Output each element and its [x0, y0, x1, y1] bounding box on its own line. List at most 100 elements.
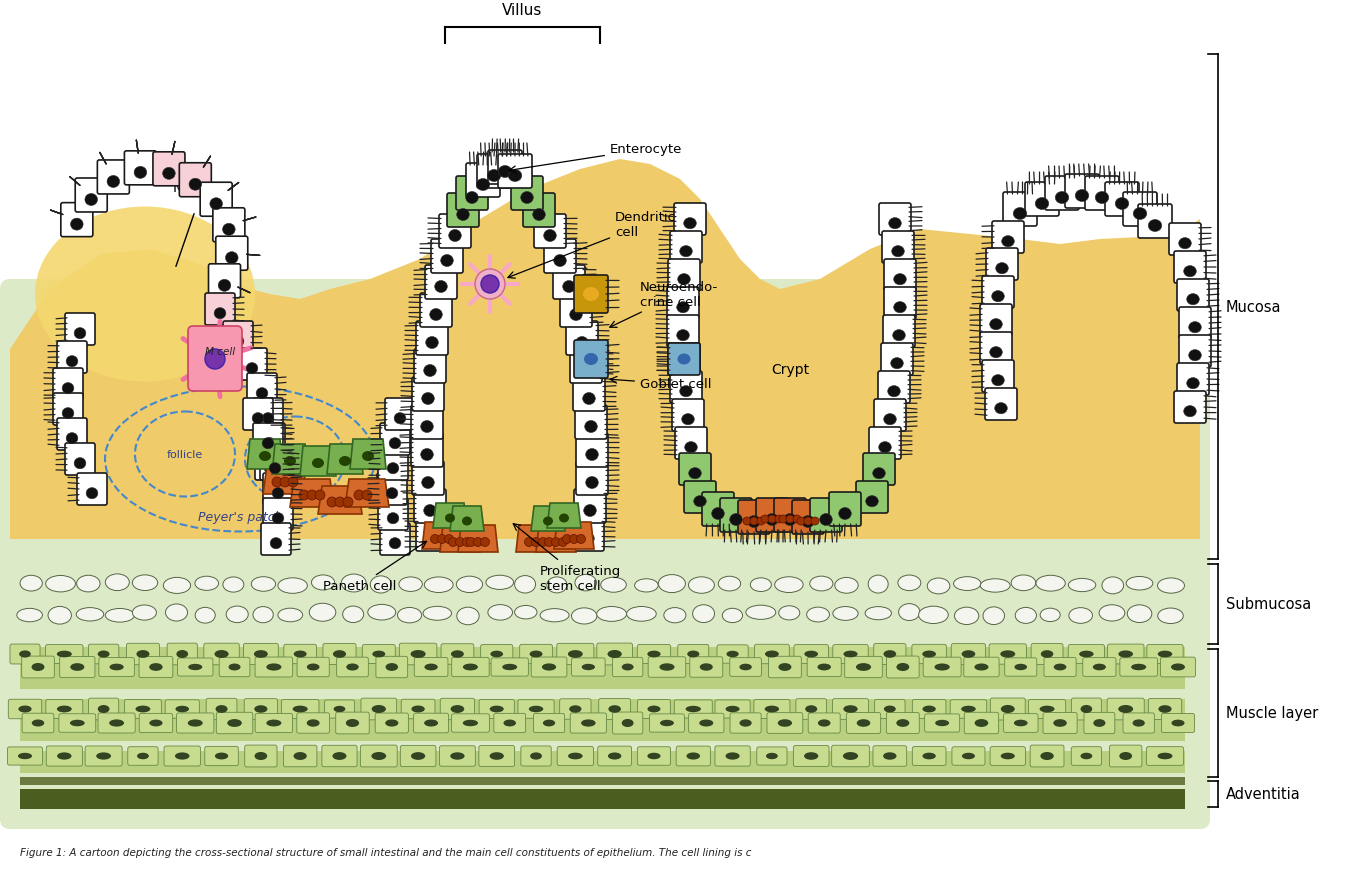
Ellipse shape [683, 218, 697, 229]
Ellipse shape [75, 328, 86, 340]
Ellipse shape [254, 752, 268, 760]
Ellipse shape [196, 576, 219, 591]
Ellipse shape [818, 664, 831, 671]
FancyBboxPatch shape [1123, 713, 1154, 733]
FancyBboxPatch shape [517, 700, 554, 719]
Ellipse shape [508, 170, 521, 182]
Ellipse shape [253, 413, 263, 424]
Ellipse shape [581, 533, 595, 545]
Ellipse shape [16, 608, 42, 622]
FancyBboxPatch shape [570, 713, 607, 733]
Ellipse shape [266, 664, 281, 671]
Ellipse shape [648, 753, 660, 760]
FancyBboxPatch shape [1025, 182, 1059, 216]
FancyBboxPatch shape [991, 222, 1024, 254]
FancyBboxPatch shape [875, 400, 906, 432]
Ellipse shape [689, 577, 714, 594]
Ellipse shape [424, 720, 439, 726]
Ellipse shape [583, 288, 599, 302]
Ellipse shape [223, 224, 235, 236]
FancyBboxPatch shape [755, 645, 789, 664]
FancyBboxPatch shape [451, 714, 489, 733]
FancyBboxPatch shape [1138, 205, 1172, 239]
Ellipse shape [576, 337, 588, 349]
FancyBboxPatch shape [75, 179, 107, 213]
FancyBboxPatch shape [492, 658, 528, 676]
Ellipse shape [693, 605, 714, 623]
Ellipse shape [187, 720, 202, 726]
Polygon shape [350, 440, 386, 469]
Ellipse shape [873, 468, 885, 479]
FancyBboxPatch shape [414, 713, 448, 733]
Ellipse shape [257, 388, 268, 400]
Ellipse shape [251, 577, 276, 592]
Ellipse shape [1184, 406, 1196, 417]
FancyBboxPatch shape [219, 658, 250, 677]
FancyBboxPatch shape [982, 276, 1014, 308]
Ellipse shape [363, 452, 373, 461]
Ellipse shape [678, 358, 690, 369]
FancyBboxPatch shape [187, 327, 242, 392]
Ellipse shape [451, 753, 464, 760]
FancyBboxPatch shape [832, 699, 869, 720]
Ellipse shape [1133, 209, 1146, 220]
FancyBboxPatch shape [498, 155, 532, 189]
FancyBboxPatch shape [99, 658, 134, 677]
Ellipse shape [424, 505, 436, 517]
FancyBboxPatch shape [717, 645, 748, 663]
Circle shape [769, 515, 775, 523]
FancyBboxPatch shape [179, 163, 212, 197]
Ellipse shape [425, 664, 437, 671]
Ellipse shape [1157, 578, 1184, 594]
Circle shape [804, 517, 812, 526]
FancyBboxPatch shape [253, 423, 282, 455]
Ellipse shape [228, 664, 240, 671]
Ellipse shape [1001, 753, 1014, 760]
FancyBboxPatch shape [216, 713, 253, 734]
Ellipse shape [804, 753, 819, 760]
FancyBboxPatch shape [545, 240, 576, 274]
FancyBboxPatch shape [263, 499, 293, 530]
FancyBboxPatch shape [65, 443, 95, 475]
Ellipse shape [1131, 664, 1146, 671]
Ellipse shape [1187, 378, 1199, 389]
Ellipse shape [676, 330, 690, 342]
FancyBboxPatch shape [213, 209, 244, 242]
FancyBboxPatch shape [255, 423, 285, 455]
Ellipse shape [1133, 720, 1145, 726]
Ellipse shape [386, 663, 398, 671]
Ellipse shape [879, 442, 891, 454]
FancyBboxPatch shape [873, 644, 906, 665]
FancyBboxPatch shape [832, 645, 868, 664]
Polygon shape [531, 507, 565, 531]
Ellipse shape [1126, 577, 1153, 590]
Ellipse shape [559, 514, 569, 523]
FancyBboxPatch shape [1175, 392, 1206, 423]
Ellipse shape [1069, 608, 1092, 624]
Ellipse shape [346, 664, 359, 671]
Text: Mucus: Mucus [172, 181, 217, 195]
Ellipse shape [448, 230, 462, 242]
Ellipse shape [1158, 706, 1172, 713]
FancyBboxPatch shape [1149, 699, 1181, 720]
FancyBboxPatch shape [668, 343, 699, 375]
FancyBboxPatch shape [414, 489, 445, 523]
Text: Enterocyte: Enterocyte [509, 143, 682, 174]
FancyBboxPatch shape [376, 657, 407, 678]
FancyBboxPatch shape [925, 714, 960, 733]
FancyBboxPatch shape [1105, 182, 1139, 216]
FancyBboxPatch shape [964, 658, 999, 677]
Circle shape [205, 349, 225, 369]
FancyBboxPatch shape [1107, 644, 1143, 664]
FancyBboxPatch shape [1161, 713, 1195, 733]
Circle shape [444, 535, 454, 544]
Ellipse shape [820, 514, 832, 526]
Ellipse shape [581, 664, 595, 670]
FancyBboxPatch shape [531, 657, 566, 677]
FancyBboxPatch shape [380, 523, 410, 555]
Ellipse shape [804, 651, 818, 658]
Ellipse shape [394, 413, 406, 424]
Text: Adventitia: Adventitia [1226, 786, 1301, 801]
Ellipse shape [96, 753, 111, 760]
Bar [20, 751, 1186, 773]
